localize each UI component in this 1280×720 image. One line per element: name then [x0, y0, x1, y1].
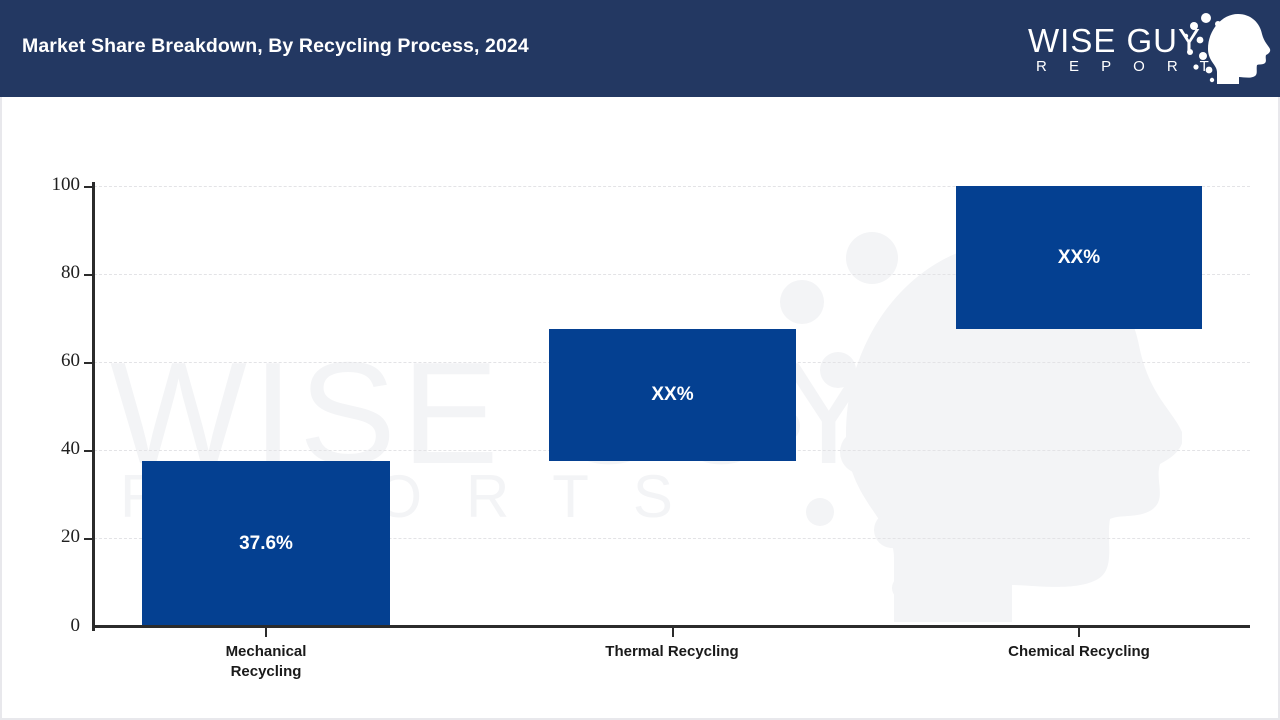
y-axis-line: [92, 182, 95, 631]
gridline-100: [94, 186, 1250, 187]
bar-mechanical-recycling[interactable]: [142, 461, 390, 627]
y-tick-label-40: 40: [61, 438, 80, 459]
bar-chemical-recycling[interactable]: [956, 186, 1202, 330]
y-tick-label-80: 80: [61, 262, 80, 283]
x-tick-thermal-recycling: [672, 627, 674, 637]
dotted-head-icon: [1183, 13, 1271, 84]
y-tick-label-100: 100: [51, 174, 81, 195]
y-tick-label-0: 0: [70, 615, 81, 636]
chart-area: WISE GUY REPORTS: [0, 97, 1280, 720]
y-tick-100: [84, 186, 93, 188]
y-tick-40: [84, 450, 93, 452]
wise-guy-reports-logo: WISE GUY R E P O R T S: [1022, 8, 1272, 88]
y-tick-label-60: 60: [61, 350, 80, 371]
bar-label-mechanical-recycling: 37.6%: [239, 533, 293, 554]
x-tick-label-mechanical-recycling: Mechanical Recycling: [225, 643, 307, 680]
x-tick-label-thermal-recycling: Thermal Recycling: [605, 643, 739, 660]
page-title: Market Share Breakdown, By Recycling Pro…: [22, 35, 529, 57]
y-tick-60: [84, 362, 93, 364]
bar-thermal-recycling[interactable]: [549, 329, 796, 462]
y-tick-20: [84, 538, 93, 540]
x-axis-line: [92, 625, 1250, 628]
bar-label-chemical-recycling: XX%: [1057, 247, 1101, 268]
gridline-80: [94, 274, 1250, 275]
header-bar: Market Share Breakdown, By Recycling Pro…: [0, 0, 1280, 97]
logo-wordmark-secondary: R E P O R T S: [1036, 58, 1250, 75]
y-tick-label-20: 20: [61, 526, 80, 547]
x-tick-chemical-recycling: [1078, 627, 1080, 637]
y-tick-80: [84, 274, 93, 276]
x-tick-mechanical-recycling: [265, 627, 267, 637]
x-tick-label-chemical-recycling: Chemical Recycling: [1008, 643, 1150, 660]
logo-wordmark-primary: WISE GUY: [1028, 22, 1202, 59]
bar-label-thermal-recycling: XX%: [651, 384, 694, 405]
gridline-20: [94, 538, 1250, 539]
